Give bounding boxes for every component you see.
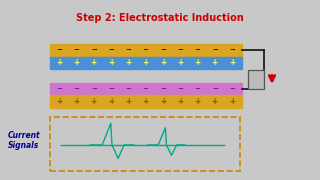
- Text: Step 2: Electrostatic Induction: Step 2: Electrostatic Induction: [76, 13, 244, 23]
- Text: +: +: [73, 97, 80, 106]
- Text: −: −: [195, 86, 200, 92]
- Text: +: +: [229, 97, 235, 106]
- Text: −: −: [74, 86, 79, 92]
- Text: +: +: [212, 97, 218, 106]
- Bar: [50, 57, 242, 69]
- Text: +: +: [212, 58, 218, 67]
- Text: −: −: [160, 47, 166, 53]
- Text: +: +: [125, 97, 132, 106]
- Text: −: −: [229, 86, 235, 92]
- Text: +: +: [108, 58, 114, 67]
- Text: +: +: [125, 58, 132, 67]
- Bar: [50, 95, 242, 108]
- Text: +: +: [160, 58, 166, 67]
- Text: +: +: [142, 58, 149, 67]
- Text: +: +: [160, 97, 166, 106]
- Bar: [50, 44, 242, 57]
- Text: −: −: [108, 47, 114, 53]
- Text: −: −: [177, 47, 183, 53]
- Text: +: +: [194, 97, 201, 106]
- Text: −: −: [74, 47, 79, 53]
- Text: +: +: [56, 58, 62, 67]
- Text: +: +: [91, 58, 97, 67]
- Text: +: +: [177, 58, 183, 67]
- Text: −: −: [143, 86, 148, 92]
- Text: −: −: [160, 86, 166, 92]
- Text: +: +: [229, 58, 235, 67]
- Text: −: −: [56, 47, 62, 53]
- Text: −: −: [125, 86, 131, 92]
- Text: −: −: [108, 86, 114, 92]
- Text: +: +: [91, 97, 97, 106]
- Text: −: −: [125, 47, 131, 53]
- Text: −: −: [177, 86, 183, 92]
- Text: +: +: [142, 97, 149, 106]
- Bar: [248, 70, 264, 89]
- Bar: [50, 83, 242, 95]
- Text: +: +: [56, 97, 62, 106]
- Text: +: +: [73, 58, 80, 67]
- Text: −: −: [212, 86, 218, 92]
- Text: +: +: [177, 97, 183, 106]
- Text: +: +: [194, 58, 201, 67]
- Text: −: −: [91, 86, 97, 92]
- Text: Current
Signals: Current Signals: [8, 131, 40, 150]
- Text: −: −: [91, 47, 97, 53]
- Text: −: −: [195, 47, 200, 53]
- Text: +: +: [108, 97, 114, 106]
- Text: −: −: [143, 47, 148, 53]
- Text: −: −: [56, 86, 62, 92]
- Text: −: −: [229, 47, 235, 53]
- Text: −: −: [212, 47, 218, 53]
